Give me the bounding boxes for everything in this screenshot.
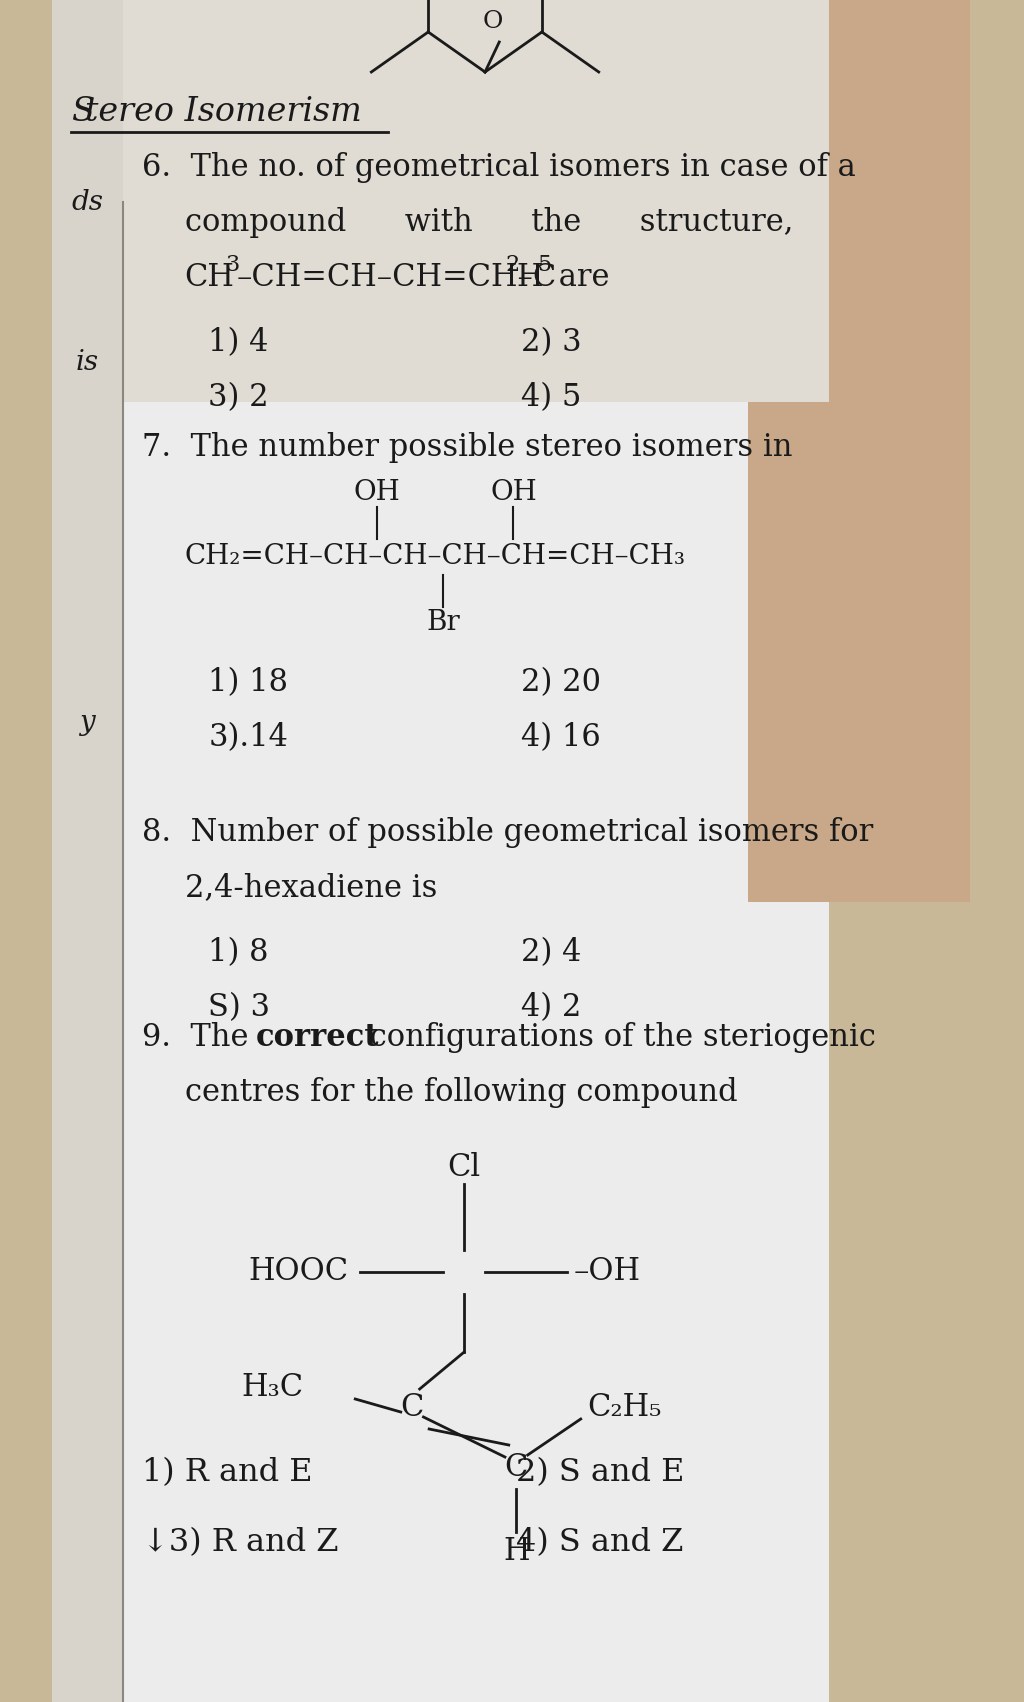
Text: H: H	[516, 262, 543, 293]
Text: 8.  Number of possible geometrical isomers for: 8. Number of possible geometrical isomer…	[142, 817, 873, 848]
Text: 4) 16: 4) 16	[521, 722, 601, 752]
Text: OH: OH	[490, 478, 537, 505]
Text: 9.  The: 9. The	[142, 1021, 258, 1054]
Text: OH: OH	[353, 478, 400, 505]
Text: 7.  The number possible stereo isomers in: 7. The number possible stereo isomers in	[142, 432, 793, 463]
Text: 4) 5: 4) 5	[521, 381, 582, 414]
Text: 1) 8: 1) 8	[209, 938, 269, 968]
Text: H₃C: H₃C	[241, 1372, 303, 1402]
Text: HOOC: HOOC	[249, 1256, 348, 1287]
Text: 1) 4: 1) 4	[209, 327, 268, 357]
Text: 1) 18: 1) 18	[209, 667, 289, 698]
Text: centres for the following compound: centres for the following compound	[184, 1077, 737, 1108]
Text: 5: 5	[538, 254, 551, 276]
Text: ds: ds	[71, 189, 103, 216]
Text: y: y	[79, 708, 95, 735]
Text: Br: Br	[426, 609, 460, 635]
Text: 3) 2: 3) 2	[209, 381, 269, 414]
Text: 2: 2	[505, 254, 519, 276]
Text: S: S	[71, 95, 94, 128]
Bar	[52, 0, 123, 1702]
Text: CH: CH	[184, 262, 234, 293]
Text: H: H	[503, 1537, 529, 1568]
Text: 6.  The no. of geometrical isomers in case of a: 6. The no. of geometrical isomers in cas…	[142, 151, 856, 184]
Text: Cl: Cl	[447, 1152, 481, 1183]
Text: compound      with      the      structure,: compound with the structure,	[184, 208, 794, 238]
Text: 2) 3: 2) 3	[521, 327, 582, 357]
Bar	[52, 0, 829, 402]
Text: configurations of the steriogenic: configurations of the steriogenic	[360, 1021, 876, 1054]
Text: tereo Isomerism: tereo Isomerism	[85, 95, 362, 128]
Text: correct: correct	[256, 1021, 379, 1054]
Text: 2) 20: 2) 20	[521, 667, 601, 698]
Text: 3: 3	[225, 254, 240, 276]
Text: C: C	[505, 1452, 528, 1482]
Text: CH₂=CH–CH–CH–CH–CH=CH–CH₃: CH₂=CH–CH–CH–CH–CH=CH–CH₃	[184, 543, 686, 570]
Bar	[52, 0, 829, 1702]
Text: –CH=CH–CH=CH–C: –CH=CH–CH=CH–C	[237, 262, 557, 293]
Text: –OH: –OH	[573, 1256, 640, 1287]
Text: are: are	[550, 262, 610, 293]
Text: S) 3: S) 3	[209, 992, 270, 1023]
Bar	[749, 0, 970, 902]
Text: C₂H₅: C₂H₅	[588, 1392, 662, 1423]
Text: 2,4-hexadiene is: 2,4-hexadiene is	[184, 871, 437, 904]
Text: ↓3) R and Z: ↓3) R and Z	[142, 1527, 339, 1557]
Text: 1) R and E: 1) R and E	[142, 1457, 312, 1488]
Text: 2) S and E: 2) S and E	[516, 1457, 685, 1488]
Text: 4) S and Z: 4) S and Z	[516, 1527, 684, 1557]
Text: C: C	[400, 1392, 424, 1423]
Text: 2) 4: 2) 4	[521, 938, 582, 968]
Text: O: O	[482, 10, 503, 34]
Text: 3).14: 3).14	[209, 722, 289, 752]
Text: 4) 2: 4) 2	[521, 992, 582, 1023]
Text: is: is	[76, 349, 98, 376]
